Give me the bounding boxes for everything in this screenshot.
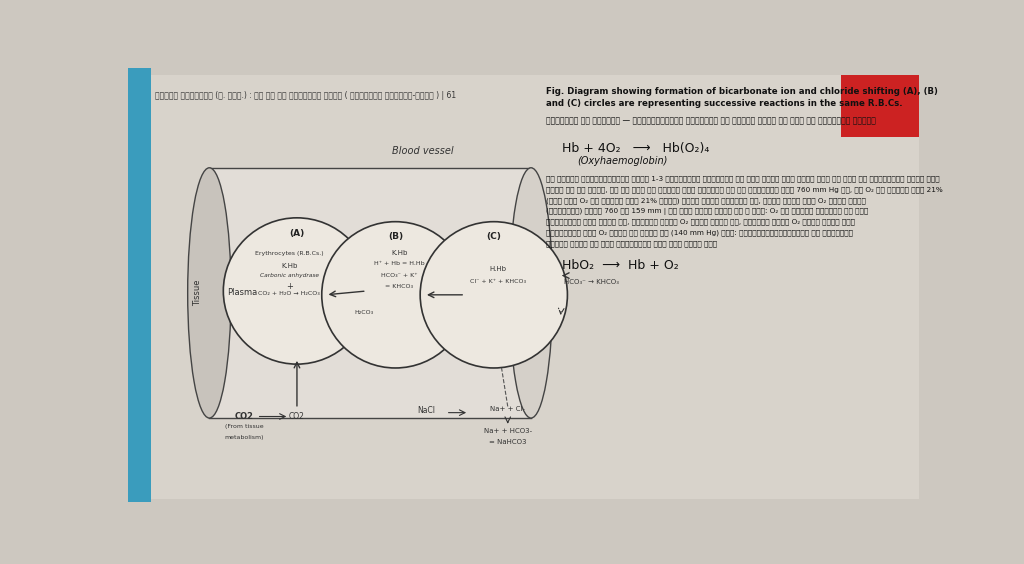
- Text: जन्तु विज्ञान (ब. प्र.) : की एस से द्वितीय वर्ष ( द्वितीय प्रश्न-पत्र ) | 61: जन्तु विज्ञान (ब. प्र.) : की एस से द्वित…: [155, 91, 457, 100]
- Text: HCO₃⁻ → KHCO₃: HCO₃⁻ → KHCO₃: [564, 279, 620, 285]
- Text: = NaHCO3: = NaHCO3: [489, 439, 526, 445]
- Bar: [128, 68, 152, 502]
- Text: NaCl: NaCl: [418, 407, 435, 416]
- Bar: [209, 168, 531, 418]
- Ellipse shape: [509, 168, 553, 418]
- Text: कोशिकाओं में होता है, परन्तु उनको O₂ रखना होता है, परन्तु उनको O₂ रखना होता है।: कोशिकाओं में होता है, परन्तु उनको O₂ रखन…: [547, 219, 855, 225]
- Bar: [841, 76, 919, 137]
- Text: Blood vessel: Blood vessel: [392, 146, 454, 156]
- Text: अपने आप से होगा, जो एक गैस से होगा। यदि समुद्र तल पर वातावरण दाब 760 mm Hg है, त: अपने आप से होगा, जो एक गैस से होगा। यदि …: [547, 186, 943, 193]
- Circle shape: [322, 222, 469, 368]
- Text: (A): (A): [290, 228, 304, 237]
- Text: (C): (C): [486, 232, 501, 241]
- Text: (हवा में O₂ का आंशिक दाब 21% होगा) जबकि बाहर निकलता है, जबकि रक्त में O₂ तनाव बा: (हवा में O₂ का आंशिक दाब 21% होगा) जबकि …: [547, 197, 866, 204]
- Text: +: +: [286, 282, 293, 290]
- Text: and (C) circles are representing successive reactions in the same R.B.Cs.: and (C) circles are representing success…: [547, 99, 903, 108]
- Text: Plasma: Plasma: [227, 288, 258, 297]
- Text: HCO₃⁻ + K⁺: HCO₃⁻ + K⁺: [381, 274, 418, 278]
- Text: ऑक्सीजन का परिवहन — हीमोग्लोबिन ऑक्सीजन से संयोग करता है तथा एक अस्थायी यौगिक: ऑक्सीजन का परिवहन — हीमोग्लोबिन ऑक्सीजन …: [547, 116, 877, 125]
- Text: H₂CO₃: H₂CO₃: [354, 310, 374, 315]
- Text: Tissue: Tissue: [194, 280, 203, 306]
- Text: H.Hb: H.Hb: [489, 266, 506, 272]
- Text: CO2: CO2: [289, 412, 305, 421]
- Text: Na+ + Cl-: Na+ + Cl-: [490, 407, 525, 412]
- Text: Fig. Diagram showing formation of bicarbonate ion and chloride shifting (A), (B): Fig. Diagram showing formation of bicarb…: [547, 87, 938, 96]
- Text: K.Hb: K.Hb: [281, 263, 297, 269]
- Text: Na+ + HCO3-: Na+ + HCO3-: [483, 428, 531, 434]
- Text: मुक्त होती है तथा कोशिकाओं में चली जाती है।: मुक्त होती है तथा कोशिकाओं में चली जाती …: [547, 240, 718, 247]
- Text: कोशिकाओं में O₂ तनाव कम होता है (140 mm Hg) अतः: ऑक्सीहीमोग्लोबिन से ऑक्सीजन: कोशिकाओं में O₂ तनाव कम होता है (140 mm …: [547, 230, 853, 236]
- Ellipse shape: [187, 168, 231, 418]
- Text: = KHCO₃: = KHCO₃: [385, 284, 414, 289]
- Circle shape: [420, 222, 567, 368]
- Text: Hb + 4O₂   ⟶   Hb(O₂)₄: Hb + 4O₂ ⟶ Hb(O₂)₄: [562, 142, 710, 155]
- Text: Cl⁻ + K⁺ + KHCO₃: Cl⁻ + K⁺ + KHCO₃: [470, 279, 525, 284]
- Text: (From tissue: (From tissue: [225, 424, 263, 429]
- Text: CO2: CO2: [234, 412, 254, 421]
- Text: Erythrocytes (R.B.Cs.): Erythrocytes (R.B.Cs.): [255, 251, 324, 256]
- Text: (प्रतिशत) होगा 760 से 159 mm | यह दाब काफी बड़ा है । अतः: O₂ का विसरण फेफड़ों को : (प्रतिशत) होगा 760 से 159 mm | यह दाब का…: [547, 208, 868, 215]
- Text: CO₂ + H₂O → H₂CO₃: CO₂ + H₂O → H₂CO₃: [258, 291, 321, 296]
- Text: (Oxyhaemoglobin): (Oxyhaemoglobin): [578, 156, 668, 166]
- Text: Carbonic anhydrase: Carbonic anhydrase: [260, 272, 318, 277]
- Text: metabolism): metabolism): [224, 435, 264, 440]
- Circle shape: [223, 218, 371, 364]
- Text: H⁺ + Hb = H.Hb: H⁺ + Hb = H.Hb: [374, 261, 425, 266]
- Text: एक ग्राम हीमोग्लोबिन लगभग 1-3 मिलीलीटर ऑक्सीजन का वहन करता है। किसी गैस के दाब क: एक ग्राम हीमोग्लोबिन लगभग 1-3 मिलीलीटर ऑ…: [547, 175, 940, 182]
- Text: (B): (B): [388, 232, 402, 241]
- Text: HbO₂  ⟶  Hb + O₂: HbO₂ ⟶ Hb + O₂: [562, 259, 679, 272]
- Text: K.Hb: K.Hb: [391, 250, 408, 256]
